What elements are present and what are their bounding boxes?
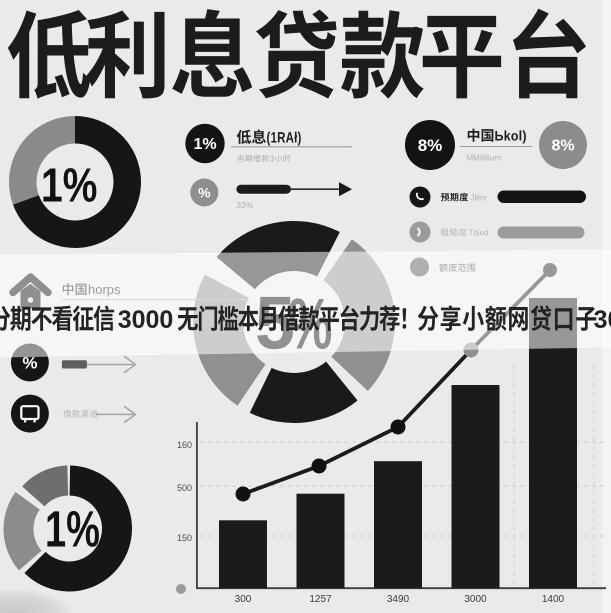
svg-text:horps: horps	[88, 282, 121, 297]
svg-text:8%: 8%	[551, 138, 574, 155]
svg-text:33%: 33%	[236, 200, 253, 210]
svg-text:150: 150	[177, 533, 192, 543]
svg-text:MMIll6um: MMIll6um	[467, 154, 502, 163]
svg-text:%: %	[22, 354, 37, 373]
svg-text:Tdied: Tdied	[469, 229, 489, 238]
svg-text:1%: 1%	[193, 136, 216, 153]
svg-text:300: 300	[235, 594, 252, 605]
svg-text:3490: 3490	[387, 594, 410, 605]
svg-text:Jllim: Jllim	[471, 194, 487, 203]
svg-text:1400: 1400	[542, 594, 565, 605]
svg-text:500: 500	[177, 483, 192, 493]
svg-text:3000: 3000	[464, 594, 487, 605]
svg-text:3000: 3000	[118, 306, 174, 334]
svg-text:3000: 3000	[594, 306, 611, 334]
svg-text:8%: 8%	[418, 136, 443, 155]
svg-text:%: %	[198, 185, 211, 201]
svg-text:1257: 1257	[309, 594, 332, 605]
svg-text:160: 160	[177, 440, 192, 450]
